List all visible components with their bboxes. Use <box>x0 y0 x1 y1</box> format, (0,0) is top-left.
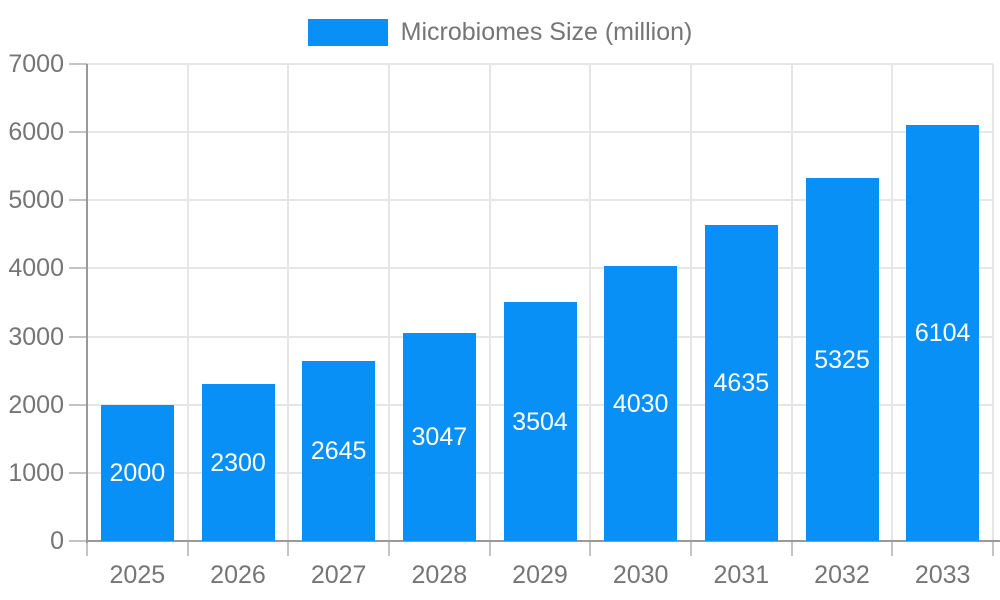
y-tick-mark <box>69 540 87 542</box>
bar-2033[interactable] <box>906 125 980 541</box>
x-tick-mark <box>790 541 793 556</box>
x-axis-label: 2028 <box>411 561 468 589</box>
x-axis-label: 2029 <box>512 561 568 589</box>
legend-label: Microbiomes Size (million) <box>400 17 693 46</box>
x-gridline <box>690 64 692 541</box>
x-axis-line <box>86 540 1000 542</box>
y-axis-label: 0 <box>50 527 64 555</box>
y-axis-label: 2000 <box>8 390 64 419</box>
y-axis-label: 5000 <box>8 186 64 215</box>
bar-value-label: 2645 <box>310 436 367 465</box>
x-tick-mark <box>388 541 390 556</box>
bar-value-label: 3504 <box>512 407 568 436</box>
x-tick-mark <box>287 541 290 556</box>
bar-2028[interactable] <box>402 333 476 541</box>
x-axis-label: 2025 <box>109 561 166 589</box>
x-axis-label: 2027 <box>310 561 367 589</box>
y-tick-mark <box>69 335 87 338</box>
y-tick-mark <box>69 471 87 474</box>
x-axis-label: 2030 <box>612 561 669 589</box>
y-gridline <box>87 131 993 134</box>
x-gridline <box>891 64 894 541</box>
y-axis-label: 7000 <box>8 50 64 78</box>
bar-2027[interactable] <box>302 360 376 541</box>
bar-2029[interactable] <box>503 302 577 541</box>
bar-2030[interactable] <box>604 266 678 541</box>
bar-2025[interactable] <box>100 404 174 541</box>
x-gridline <box>488 64 491 541</box>
x-tick-mark <box>186 541 189 556</box>
bar-value-label: 2300 <box>210 448 266 477</box>
y-axis-line <box>86 64 88 543</box>
x-axis-label: 2026 <box>210 561 266 589</box>
x-gridline <box>992 64 994 541</box>
x-gridline <box>589 64 592 541</box>
y-gridline <box>87 267 993 270</box>
y-tick-mark <box>69 63 87 65</box>
y-axis-label: 3000 <box>8 322 64 351</box>
x-tick-mark <box>589 541 592 556</box>
legend-item[interactable]: Microbiomes Size (million) <box>307 17 693 47</box>
x-gridline <box>186 64 189 541</box>
y-tick-mark <box>69 131 87 134</box>
legend: Microbiomes Size (million) <box>0 16 1000 48</box>
x-axis-label: 2032 <box>814 561 870 589</box>
bar-value-label: 6104 <box>914 319 971 348</box>
x-tick-mark <box>86 541 88 556</box>
bar-value-label: 5325 <box>814 345 870 374</box>
bar-2032[interactable] <box>805 178 879 541</box>
x-tick-mark <box>690 541 692 556</box>
x-gridline <box>287 64 290 541</box>
y-axis-label: 1000 <box>8 458 64 487</box>
y-gridline <box>87 199 993 202</box>
bar-2031[interactable] <box>704 225 778 541</box>
bar-2026[interactable] <box>201 384 275 541</box>
x-gridline <box>790 64 793 541</box>
x-axis-label: 2033 <box>914 561 971 589</box>
y-axis-label: 4000 <box>8 254 64 283</box>
y-tick-mark <box>69 199 87 202</box>
x-axis-label: 2031 <box>713 561 770 589</box>
x-tick-mark <box>488 541 491 556</box>
y-tick-mark <box>69 403 87 406</box>
y-gridline <box>87 63 993 65</box>
bar-value-label: 2000 <box>109 458 166 487</box>
legend-swatch-icon <box>307 18 388 46</box>
y-axis-label: 6000 <box>8 118 64 147</box>
y-tick-mark <box>69 267 87 270</box>
bar-value-label: 4635 <box>713 369 770 398</box>
bar-value-label: 3047 <box>411 423 468 452</box>
x-gridline <box>388 64 390 541</box>
bar-value-label: 4030 <box>612 389 669 418</box>
x-tick-mark <box>891 541 894 556</box>
x-tick-mark <box>992 541 994 556</box>
